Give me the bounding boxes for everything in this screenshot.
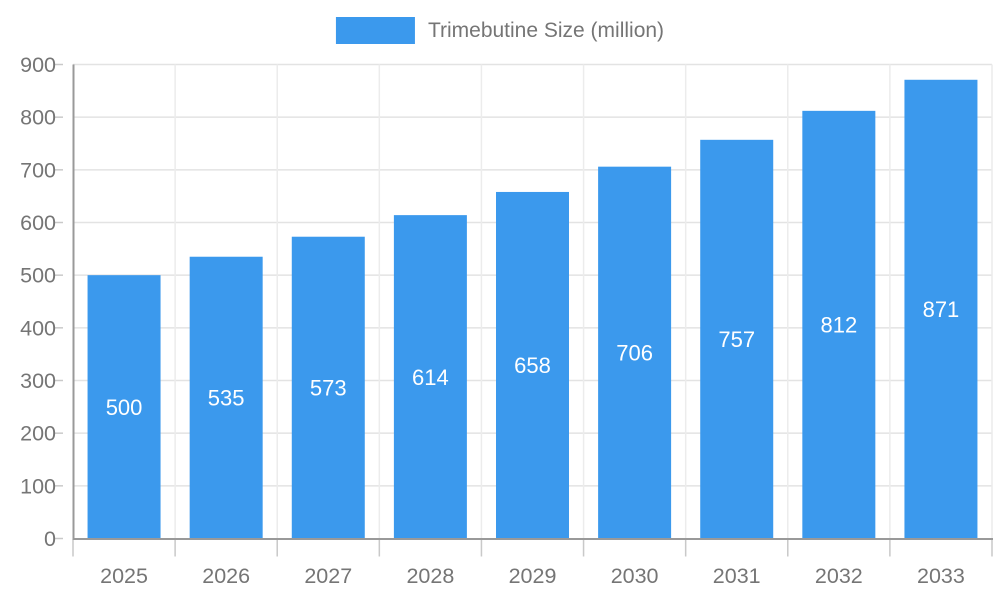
y-axis-label: 500 bbox=[20, 264, 56, 288]
x-axis-label: 2030 bbox=[611, 564, 659, 588]
bar-2026 bbox=[189, 256, 263, 539]
legend-label: Trimebutine Size (million) bbox=[427, 19, 665, 42]
bar-2029 bbox=[496, 191, 569, 539]
y-axis-label: 900 bbox=[20, 53, 56, 77]
y-axis-label: 100 bbox=[20, 474, 56, 498]
x-axis-label: 2032 bbox=[815, 564, 863, 588]
bar-2033 bbox=[904, 79, 978, 539]
bar-2028 bbox=[393, 215, 467, 539]
bar-value-label: 757 bbox=[718, 327, 755, 352]
y-axis-label: 400 bbox=[20, 316, 56, 340]
bar-2025 bbox=[87, 275, 161, 539]
bar-value-label: 573 bbox=[310, 376, 347, 401]
bar-2027 bbox=[291, 236, 365, 539]
y-axis-label: 600 bbox=[20, 211, 56, 235]
x-axis-label: 2029 bbox=[509, 564, 557, 588]
bar-2030 bbox=[598, 166, 672, 539]
bar-value-label: 500 bbox=[106, 395, 143, 420]
legend-item[interactable]: Trimebutine Size (million) bbox=[335, 17, 665, 44]
x-axis-label: 2031 bbox=[713, 564, 761, 588]
bar-value-label: 658 bbox=[514, 353, 551, 378]
y-axis-label: 200 bbox=[20, 422, 56, 446]
y-axis-label: 300 bbox=[20, 369, 56, 393]
x-axis-label: 2025 bbox=[100, 564, 148, 588]
bar-2031 bbox=[700, 139, 774, 539]
x-axis-label: 2033 bbox=[917, 564, 965, 588]
x-axis-label: 2028 bbox=[406, 564, 454, 588]
bar-value-label: 614 bbox=[412, 365, 449, 390]
y-axis-label: 0 bbox=[44, 527, 56, 551]
bar-value-label: 706 bbox=[616, 341, 653, 366]
bar-value-label: 535 bbox=[208, 386, 245, 411]
y-axis-label: 800 bbox=[20, 106, 56, 130]
bar-2032 bbox=[802, 110, 876, 539]
legend-swatch bbox=[335, 17, 415, 44]
y-axis-label: 700 bbox=[20, 158, 56, 182]
bar-value-label: 812 bbox=[820, 313, 857, 338]
x-axis-label: 2027 bbox=[304, 564, 352, 588]
bar-value-label: 871 bbox=[923, 297, 960, 322]
x-axis-label: 2026 bbox=[202, 564, 250, 588]
